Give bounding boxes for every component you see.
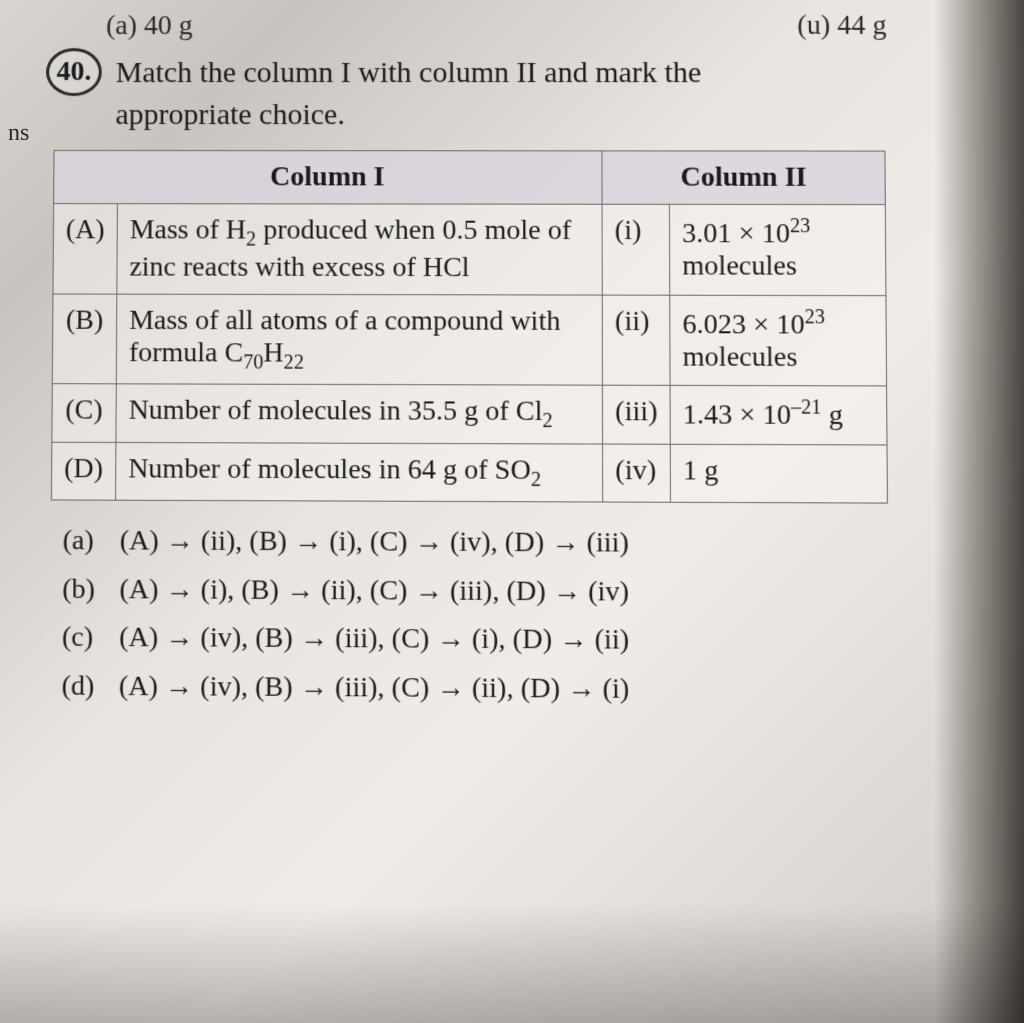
option-b[interactable]: (b) (A) → (i), (B) → (ii), (C) → (iii), … [62, 567, 921, 615]
row-a-label: (C) [52, 384, 116, 442]
options-block: (a) (A) → (ii), (B) → (i), (C) → (iv), (… [61, 519, 922, 713]
header-col1: Column I [54, 151, 603, 205]
top-fragments: (a) 40 g (u) 44 g [46, 10, 917, 48]
question-line-2: appropriate choice. [115, 98, 344, 131]
option-map: (A) → (iv), (B) → (iii), (C) → (ii), (D)… [119, 670, 630, 704]
option-map: (A) → (ii), (B) → (i), (C) → (iv), (D) →… [120, 525, 629, 559]
question-row: 40. Match the column I with column II an… [46, 48, 918, 137]
row-a-text: Mass of all atoms of a compound with for… [116, 294, 602, 386]
row-a-text: Number of molecules in 64 g of SO2 [115, 442, 602, 502]
option-map: (A) → (i), (B) → (ii), (C) → (iii), (D) … [119, 574, 629, 608]
right-edge-shadow [934, 0, 1024, 1023]
question-number-circle: 40. [46, 48, 102, 96]
row-b-text: 6.023 × 1023 molecules [670, 295, 887, 386]
row-a-text: Mass of H2 produced when 0.5 mole of zin… [117, 204, 603, 295]
option-map: (A) → (iv), (B) → (iii), (C) → (i), (D) … [119, 622, 629, 656]
page-content: (a) 40 g (u) 44 g 40. Match the column I… [41, 0, 922, 717]
margin-fragment: ns [8, 120, 29, 147]
option-label: (b) [62, 567, 112, 611]
table-row: (B) Mass of all atoms of a compound with… [52, 294, 886, 387]
option-d[interactable]: (d) (A) → (iv), (B) → (iii), (C) → (ii),… [61, 664, 922, 713]
row-b-label: (iii) [603, 385, 671, 444]
row-a-label: (B) [52, 294, 116, 384]
row-b-label: (iv) [603, 444, 671, 503]
row-a-label: (D) [51, 442, 115, 501]
row-b-label: (ii) [602, 295, 670, 386]
option-a[interactable]: (a) (A) → (ii), (B) → (i), (C) → (iv), (… [62, 519, 920, 567]
row-b-text: 1 g [670, 444, 887, 503]
option-label: (a) [62, 519, 112, 563]
table-row: (C) Number of molecules in 35.5 g of Cl2… [52, 384, 887, 445]
option-label: (c) [62, 615, 113, 659]
fragment-left: (a) 40 g [106, 10, 193, 42]
table-row: (D) Number of molecules in 64 g of SO2 (… [51, 442, 887, 503]
bottom-shadow [0, 903, 1024, 1023]
option-c[interactable]: (c) (A) → (iv), (B) → (iii), (C) → (i), … [62, 615, 922, 664]
fragment-right: (u) 44 g [797, 10, 886, 42]
question-line-1: Match the column I with column II and ma… [116, 56, 702, 89]
row-b-text: 1.43 × 10–21 g [670, 386, 887, 445]
option-label: (d) [61, 664, 112, 709]
row-b-label: (i) [602, 204, 670, 295]
row-b-text: 3.01 × 1023 molecules [670, 204, 886, 295]
table-row: (A) Mass of H2 produced when 0.5 mole of… [53, 204, 886, 296]
row-a-label: (A) [53, 204, 117, 294]
table-body: (A) Mass of H2 produced when 0.5 mole of… [51, 204, 887, 504]
question-text: Match the column I with column II and ma… [115, 48, 701, 136]
row-a-text: Number of molecules in 35.5 g of Cl2 [116, 384, 603, 444]
match-table: Column I Column II (A) Mass of H2 produc… [51, 150, 888, 504]
header-col2: Column II [602, 151, 885, 205]
